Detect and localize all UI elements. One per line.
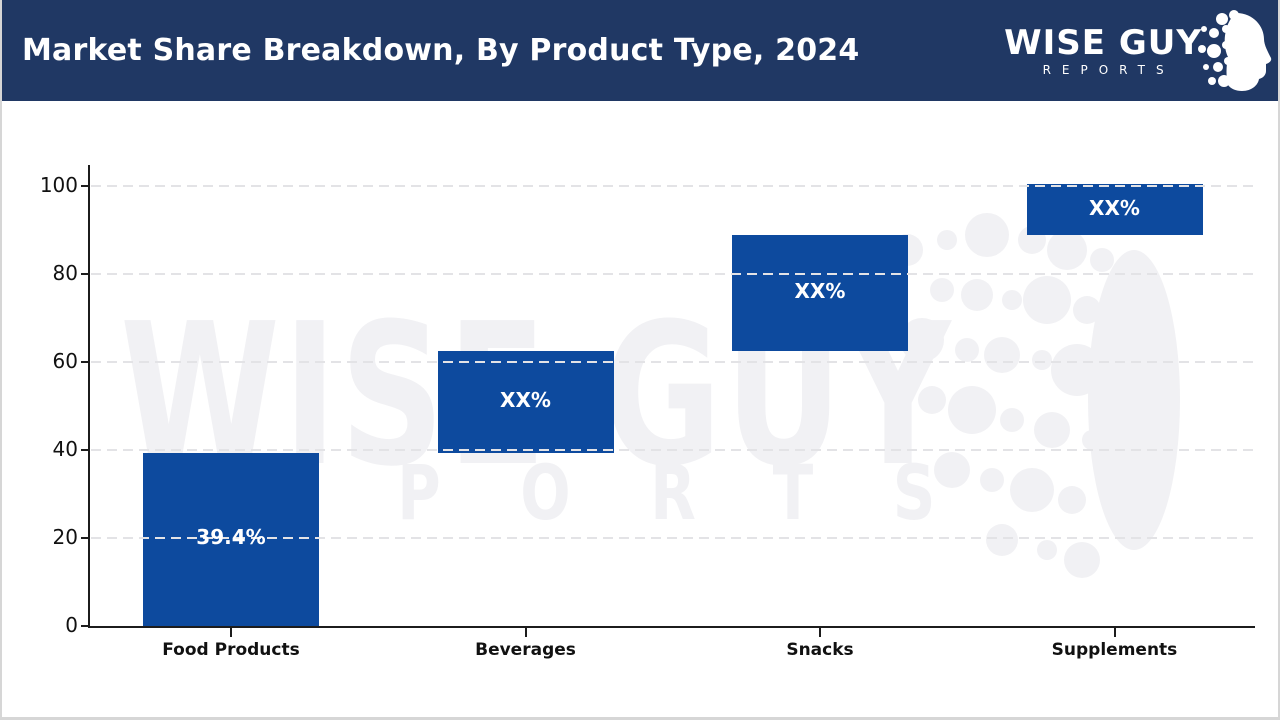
gridline-100 (91, 185, 1255, 187)
bar-supplements (1026, 184, 1203, 236)
bar-value-label-food-products: 39.4% (196, 525, 266, 550)
header-bar: Market Share Breakdown, By Product Type,… (2, 0, 1278, 101)
y-axis-tick-mark (81, 537, 88, 539)
page-title: Market Share Breakdown, By Product Type,… (22, 33, 860, 68)
y-axis-tick-label: 0 (65, 613, 78, 637)
logo-subtext: REPORTS (1042, 62, 1175, 77)
wise-guy-reports-logo: WISE GUY REPORTS (1004, 7, 1272, 95)
y-axis-tick-label: 80 (52, 261, 78, 285)
y-axis-tick-mark (81, 625, 88, 627)
x-axis-category-label: Food Products (162, 640, 300, 660)
y-axis-line (88, 165, 90, 628)
y-axis-tick-label: 100 (39, 173, 78, 197)
x-axis-category-label: Beverages (475, 640, 576, 660)
x-axis-tick-mark (1113, 628, 1116, 637)
bar-value-label-supplements: XX% (1089, 195, 1140, 220)
x-axis-tick-mark (230, 628, 232, 637)
y-axis-tick-mark (81, 273, 88, 275)
bar-value-label-snacks: XX% (794, 279, 846, 304)
logo-wordmark: WISE GUY (1004, 22, 1202, 63)
y-axis-tick-label: 60 (52, 349, 78, 373)
x-axis-line (88, 626, 1255, 628)
logo-head-icon (1198, 9, 1272, 91)
y-axis-tick-mark (81, 449, 88, 451)
gridline-40 (91, 449, 1255, 451)
bar-value-label-beverages: XX% (500, 388, 551, 413)
y-axis-tick-mark (81, 361, 88, 363)
bar-snacks (732, 235, 908, 352)
x-axis-category-label: Supplements (1051, 640, 1178, 660)
bar-beverages (437, 351, 614, 453)
y-axis-tick-mark (81, 185, 88, 187)
x-axis-tick-mark (524, 628, 527, 637)
x-axis-category-label: Snacks (786, 640, 854, 660)
gridline-80 (91, 273, 1255, 275)
gridline-60 (91, 361, 1255, 363)
y-axis-tick-label: 20 (52, 525, 78, 549)
bar-food-products (143, 452, 319, 626)
watermark-head-dots-graphic (891, 213, 1180, 578)
x-axis-tick-mark (819, 628, 821, 637)
gridline-20 (91, 537, 1255, 539)
y-axis-tick-label: 40 (52, 437, 78, 461)
